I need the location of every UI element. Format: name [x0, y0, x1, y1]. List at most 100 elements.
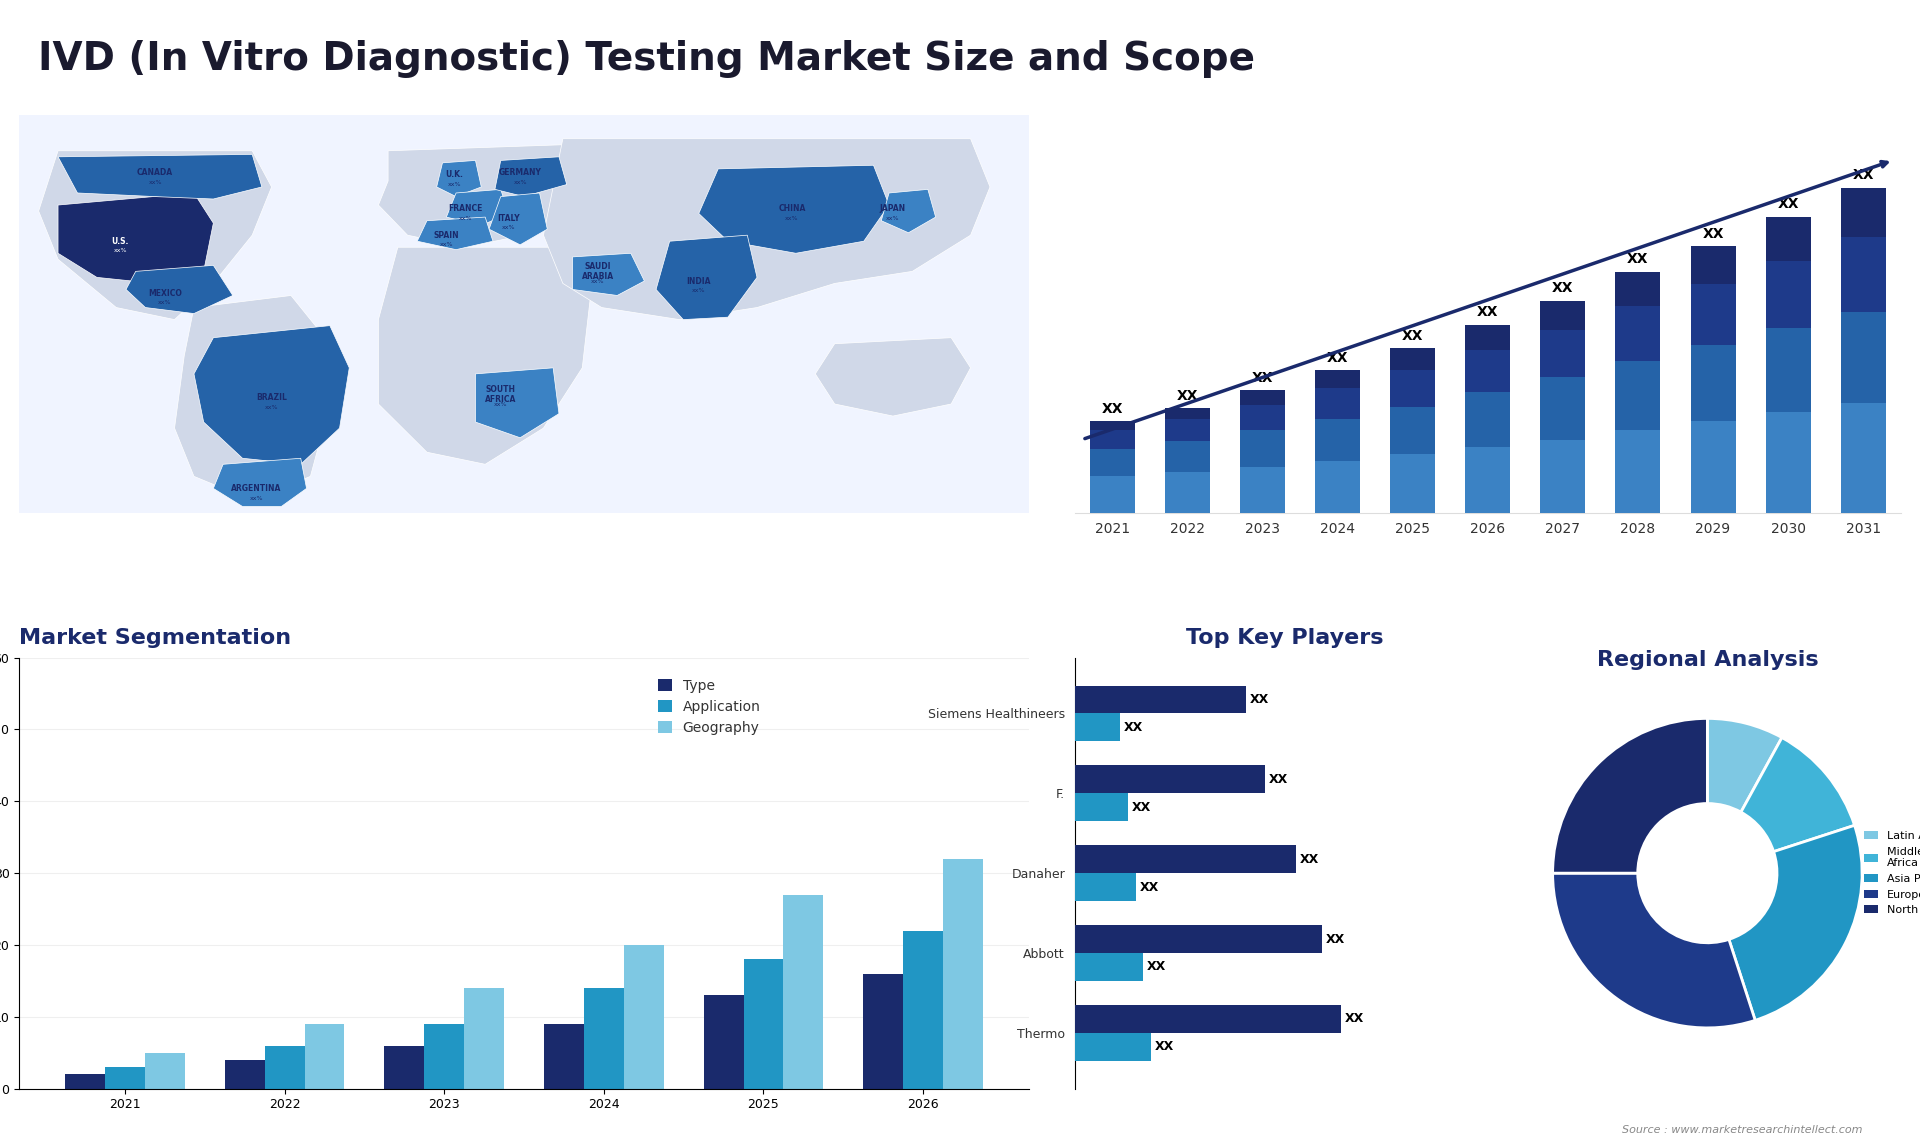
Bar — [1075, 714, 1121, 741]
Text: XX: XX — [1703, 227, 1724, 241]
Text: CHINA: CHINA — [778, 204, 806, 213]
Bar — [1690, 345, 1736, 422]
Bar — [1075, 925, 1323, 953]
Legend: Latin America, Middle East &
Africa, Asia Pacific, Europe, North America: Latin America, Middle East & Africa, Asi… — [1860, 826, 1920, 919]
Bar — [1690, 422, 1736, 512]
Bar — [783, 895, 824, 1089]
Text: XX: XX — [1327, 351, 1348, 364]
Bar — [1465, 324, 1511, 350]
Bar — [1165, 408, 1210, 419]
Polygon shape — [699, 165, 889, 253]
Bar — [1766, 413, 1811, 512]
Bar — [1075, 793, 1129, 822]
Bar — [1615, 306, 1661, 361]
Text: Market Segmentation: Market Segmentation — [19, 628, 292, 647]
Bar — [1766, 260, 1811, 328]
Polygon shape — [417, 217, 493, 250]
Text: xx%: xx% — [887, 215, 900, 221]
Polygon shape — [58, 155, 261, 199]
Text: INDIA: INDIA — [687, 276, 710, 285]
Text: xx%: xx% — [785, 215, 799, 221]
Wedge shape — [1553, 873, 1755, 1028]
Bar — [424, 1025, 465, 1089]
Bar — [1315, 388, 1359, 419]
Wedge shape — [1741, 738, 1855, 851]
Bar — [1075, 1033, 1150, 1061]
Bar — [1465, 392, 1511, 447]
Text: XX: XX — [1133, 801, 1152, 814]
Text: U.K.: U.K. — [445, 171, 463, 180]
Wedge shape — [1707, 719, 1782, 813]
Text: Source : www.marketresearchintellect.com: Source : www.marketresearchintellect.com — [1622, 1124, 1862, 1135]
Text: xx%: xx% — [265, 406, 278, 410]
Text: XX: XX — [1853, 168, 1874, 182]
Text: XX: XX — [1177, 388, 1198, 403]
Title: Top Key Players: Top Key Players — [1185, 628, 1382, 647]
Bar — [465, 988, 505, 1089]
Text: xx%: xx% — [113, 249, 127, 253]
Bar — [1841, 188, 1885, 237]
Polygon shape — [436, 160, 482, 197]
Text: XX: XX — [1252, 371, 1273, 385]
Text: FRANCE: FRANCE — [449, 204, 484, 213]
Bar — [144, 1053, 184, 1089]
Polygon shape — [58, 193, 213, 283]
Bar — [1165, 472, 1210, 512]
Bar — [1075, 685, 1246, 714]
Bar — [1390, 407, 1434, 454]
Wedge shape — [1728, 825, 1862, 1020]
Polygon shape — [657, 235, 756, 320]
Text: IVD (In Vitro Diagnostic) Testing Market Size and Scope: IVD (In Vitro Diagnostic) Testing Market… — [38, 40, 1256, 78]
Text: CANADA: CANADA — [136, 168, 173, 176]
Polygon shape — [127, 266, 232, 314]
Polygon shape — [175, 296, 330, 501]
Text: SAUDI
ARABIA: SAUDI ARABIA — [582, 261, 614, 281]
Text: JAPAN: JAPAN — [879, 204, 906, 213]
Bar — [703, 995, 743, 1089]
Bar — [1540, 440, 1586, 512]
Text: U.S.: U.S. — [111, 237, 129, 245]
Bar — [1315, 370, 1359, 388]
Text: GERMANY: GERMANY — [499, 168, 541, 176]
Bar — [1390, 370, 1434, 407]
Bar — [1540, 300, 1586, 330]
Text: ARGENTINA: ARGENTINA — [230, 484, 280, 493]
Bar — [384, 1045, 424, 1089]
Bar — [1540, 330, 1586, 377]
Bar — [1841, 237, 1885, 312]
Text: XX: XX — [1778, 197, 1799, 211]
Text: XX: XX — [1250, 693, 1269, 706]
Text: xx%: xx% — [148, 180, 161, 185]
Bar — [305, 1025, 344, 1089]
Bar — [1240, 391, 1284, 405]
Bar — [65, 1074, 106, 1089]
Bar — [943, 858, 983, 1089]
Bar — [1690, 246, 1736, 284]
Text: XX: XX — [1300, 853, 1319, 865]
Text: XX: XX — [1125, 721, 1144, 733]
Text: SOUTH
AFRICA: SOUTH AFRICA — [486, 385, 516, 405]
Bar — [265, 1045, 305, 1089]
Text: xx%: xx% — [447, 182, 461, 187]
Text: XX: XX — [1628, 252, 1649, 266]
Text: XX: XX — [1102, 402, 1123, 416]
Bar — [1091, 422, 1135, 431]
Text: XX: XX — [1551, 281, 1574, 296]
Bar — [1841, 403, 1885, 512]
Bar — [624, 945, 664, 1089]
Polygon shape — [495, 157, 566, 197]
Bar — [902, 931, 943, 1089]
Text: XX: XX — [1346, 1012, 1365, 1026]
Bar — [1390, 454, 1434, 512]
Text: xx%: xx% — [591, 278, 605, 283]
Title: Regional Analysis: Regional Analysis — [1597, 650, 1818, 670]
Bar — [1075, 953, 1142, 981]
Bar — [1240, 405, 1284, 431]
Bar — [1075, 873, 1137, 901]
Bar — [1615, 272, 1661, 306]
Text: XX: XX — [1269, 772, 1288, 786]
Wedge shape — [1553, 719, 1707, 873]
Text: SPAIN: SPAIN — [434, 230, 459, 240]
Text: XX: XX — [1476, 305, 1498, 319]
Polygon shape — [476, 368, 559, 438]
